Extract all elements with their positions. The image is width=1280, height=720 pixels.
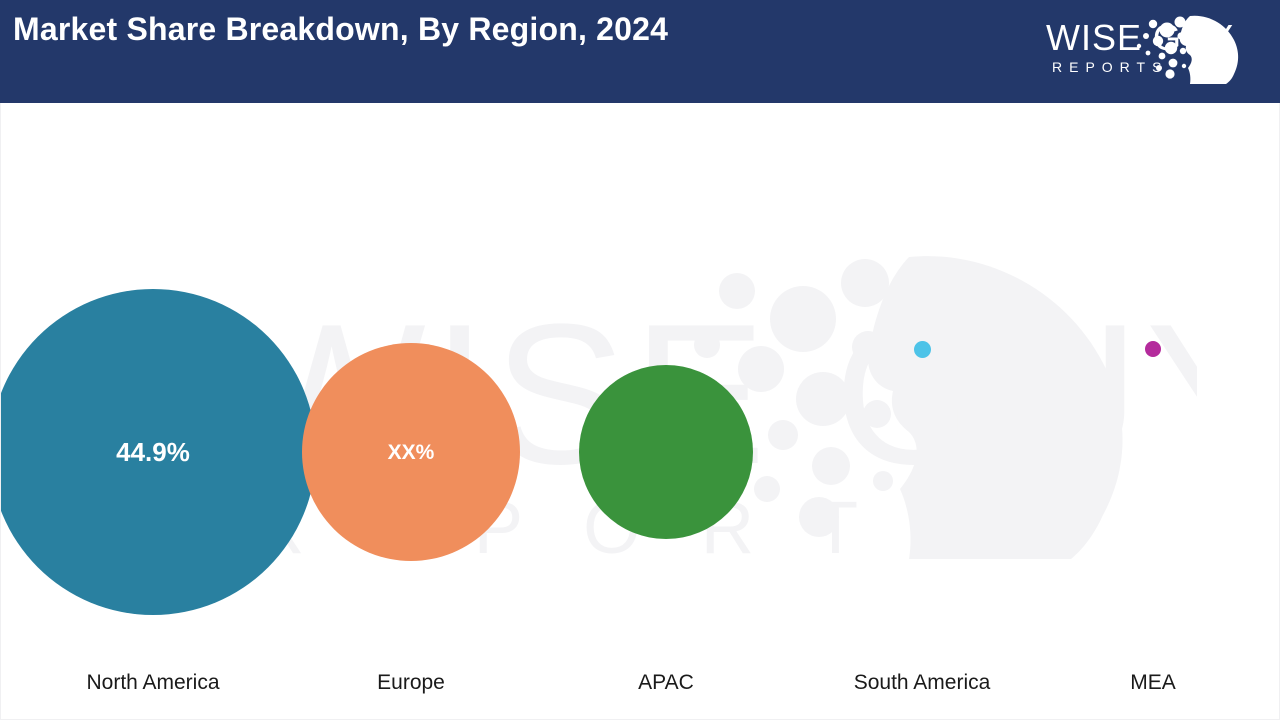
axis-label-south-america: South America [853, 671, 991, 694]
bubble-south-america[interactable] [914, 341, 931, 358]
axis-label-mea: MEA [1130, 671, 1176, 694]
svg-text:WISE GUY: WISE GUY [1046, 17, 1234, 58]
bubble-apac[interactable] [579, 365, 753, 539]
bubble-mea[interactable] [1145, 341, 1161, 357]
axis-label-apac: APAC [638, 671, 694, 694]
page-title: Market Share Breakdown, By Region, 2024 [13, 11, 669, 47]
bubble-label-north-america: 44.9% [116, 437, 190, 467]
bubble-north-america[interactable]: 44.9% [1, 289, 316, 615]
header-bar: Market Share Breakdown, By Region, 2024 [0, 0, 1280, 103]
bubble-chart: WISE GUY REPORTS 44.9% XX% North America… [0, 103, 1280, 720]
axis-label-north-america: North America [86, 671, 220, 694]
wise-guy-reports-logo: WISE GUY REPORTS [1040, 8, 1258, 88]
bubble-europe[interactable]: XX% [302, 343, 520, 561]
svg-text:REPORTS: REPORTS [1052, 59, 1168, 75]
axis-label-europe: Europe [377, 671, 445, 694]
bubble-label-europe: XX% [387, 440, 435, 464]
